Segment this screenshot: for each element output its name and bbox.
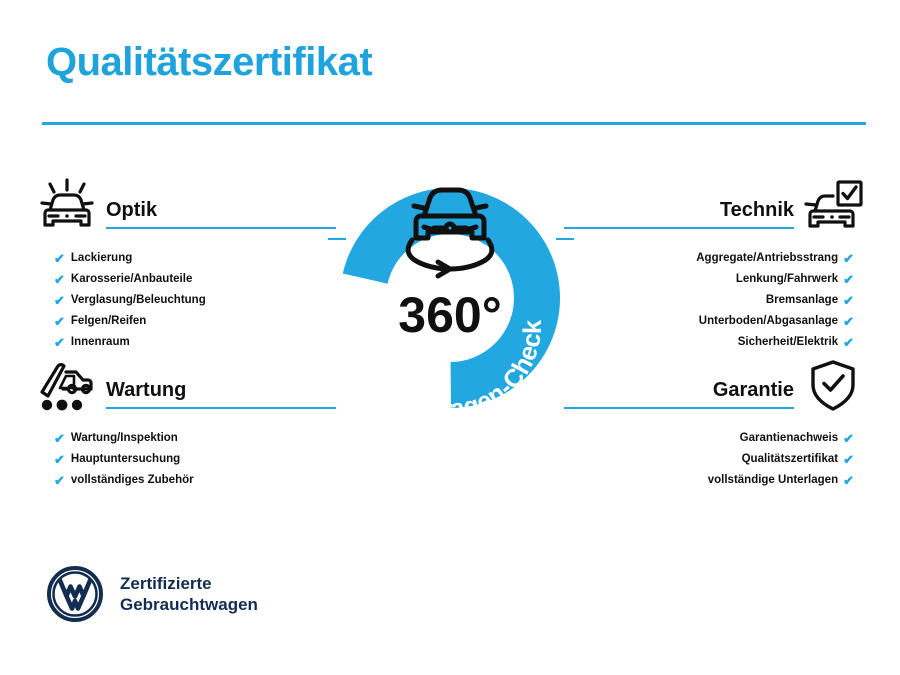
title-divider	[42, 122, 866, 125]
shield-check-icon	[802, 358, 864, 416]
list-item: Sicherheit/Elektrik ✔	[564, 332, 864, 353]
section-wartung: Wartung ✔ Wartung/Inspektion ✔ Hauptunters…	[36, 358, 336, 491]
section-heading: Technik	[719, 199, 794, 221]
section-heading: Optik	[106, 199, 158, 221]
check-icon: ✔	[843, 251, 854, 266]
list-item: Qualitätszertifikat ✔	[564, 449, 864, 470]
check-icon: ✔	[54, 314, 65, 329]
vw-logo-text: Zertifizierte Gebrauchtwagen	[120, 573, 258, 616]
list-item-label: Bremsanlage	[765, 293, 839, 306]
page-title: Qualitätszertifikat	[46, 40, 373, 84]
vw-text-line1: Zertifizierte	[120, 573, 212, 593]
section-divider	[564, 407, 794, 409]
list-item: vollständige Unterlagen ✔	[564, 470, 864, 491]
checklist: ✔ Wartung/Inspektion ✔ Hauptuntersuchung ✔…	[36, 428, 336, 491]
section-heading-wrap: Wartung	[106, 358, 336, 409]
car-shine-icon	[36, 178, 98, 236]
list-item: Aggregate/Antriebsstrang ✔	[564, 248, 864, 269]
check-icon: ✔	[54, 272, 65, 287]
vw-text-line2: Gebrauchtwagen	[120, 595, 258, 614]
check-icon: ✔	[54, 293, 65, 308]
check-icon: ✔	[843, 452, 854, 467]
checklist: ✔ Lackierung ✔ Karosserie/Anbauteile ✔ Verg…	[36, 248, 336, 353]
section-heading-wrap: Technik	[564, 178, 794, 229]
check-icon: ✔	[54, 251, 65, 266]
list-item-label: Lackierung	[70, 251, 133, 264]
list-item-label: vollständige Unterlagen	[707, 473, 839, 486]
check-icon: ✔	[54, 452, 65, 467]
check-icon: ✔	[843, 335, 854, 350]
list-item-label: Hauptuntersuchung	[70, 452, 181, 465]
check-icon: ✔	[54, 335, 65, 350]
list-item: ✔ Innenraum	[36, 332, 336, 353]
check-icon: ✔	[843, 431, 854, 446]
badge-360-check: Gebrauchtwagen-Check 360°	[320, 168, 580, 438]
section-header: Wartung	[36, 358, 336, 420]
section-heading: Garantie	[712, 379, 794, 401]
list-item-label: Unterboden/Abgasanlage	[698, 314, 839, 327]
check-icon: ✔	[843, 272, 854, 287]
list-item: Lenkung/Fahrwerk ✔	[564, 269, 864, 290]
list-item: Garantienachweis ✔	[564, 428, 864, 449]
badge-center-label: 360°	[398, 287, 501, 343]
connector-line-right	[556, 238, 574, 240]
section-header: Technik	[564, 178, 864, 240]
checklist: Garantienachweis ✔ Qualitätszertifikat ✔ v…	[564, 428, 864, 491]
list-item: ✔ Lackierung	[36, 248, 336, 269]
car-rotation-icon	[405, 187, 495, 279]
car-checkbox-icon	[802, 178, 864, 236]
list-item: ✔ Felgen/Reifen	[36, 311, 336, 332]
check-icon: ✔	[843, 314, 854, 329]
check-icon: ✔	[843, 473, 854, 488]
list-item-label: Felgen/Reifen	[70, 314, 147, 327]
section-divider	[106, 227, 336, 229]
check-icon: ✔	[54, 431, 65, 446]
section-heading: Wartung	[106, 379, 187, 401]
section-divider	[106, 407, 336, 409]
list-item: ✔ Verglasung/Beleuchtung	[36, 290, 336, 311]
list-item-label: Lenkung/Fahrwerk	[735, 272, 839, 285]
section-optik: Optik ✔ Lackierung ✔ Karosserie/Anbauteile…	[36, 178, 336, 353]
badge-ring	[340, 187, 560, 409]
list-item-label: Sicherheit/Elektrik	[737, 335, 839, 348]
check-icon: ✔	[54, 473, 65, 488]
list-item: Bremsanlage ✔	[564, 290, 864, 311]
list-item-label: vollständiges Zubehör	[70, 473, 194, 486]
checklist: Aggregate/Antriebsstrang ✔ Lenkung/Fahrwe…	[564, 248, 864, 353]
list-item: ✔ Wartung/Inspektion	[36, 428, 336, 449]
list-item: ✔ Karosserie/Anbauteile	[36, 269, 336, 290]
section-header: Garantie	[564, 358, 864, 420]
connector-line-left	[328, 238, 346, 240]
list-item-label: Innenraum	[70, 335, 130, 348]
car-lift-icon	[36, 358, 98, 416]
vw-logo-lockup: Zertifizierte Gebrauchtwagen	[46, 565, 258, 623]
check-icon: ✔	[843, 293, 854, 308]
section-garantie: Garantie Garantienachweis ✔ Qualitätszert…	[564, 358, 864, 491]
list-item: ✔ Hauptuntersuchung	[36, 449, 336, 470]
section-technik: Technik Aggregate/Antriebsstrang ✔ Lenkun…	[564, 178, 864, 353]
list-item-label: Garantienachweis	[739, 431, 839, 444]
section-header: Optik	[36, 178, 336, 240]
list-item-label: Wartung/Inspektion	[70, 431, 178, 444]
list-item-label: Verglasung/Beleuchtung	[70, 293, 206, 306]
list-item-label: Qualitätszertifikat	[741, 452, 839, 465]
list-item: ✔ vollständiges Zubehör	[36, 470, 336, 491]
list-item-label: Aggregate/Antriebsstrang	[696, 251, 839, 264]
section-heading-wrap: Garantie	[564, 358, 794, 409]
section-divider	[564, 227, 794, 229]
section-heading-wrap: Optik	[106, 178, 336, 229]
list-item-label: Karosserie/Anbauteile	[70, 272, 193, 285]
vw-logo-icon	[46, 565, 104, 623]
list-item: Unterboden/Abgasanlage ✔	[564, 311, 864, 332]
